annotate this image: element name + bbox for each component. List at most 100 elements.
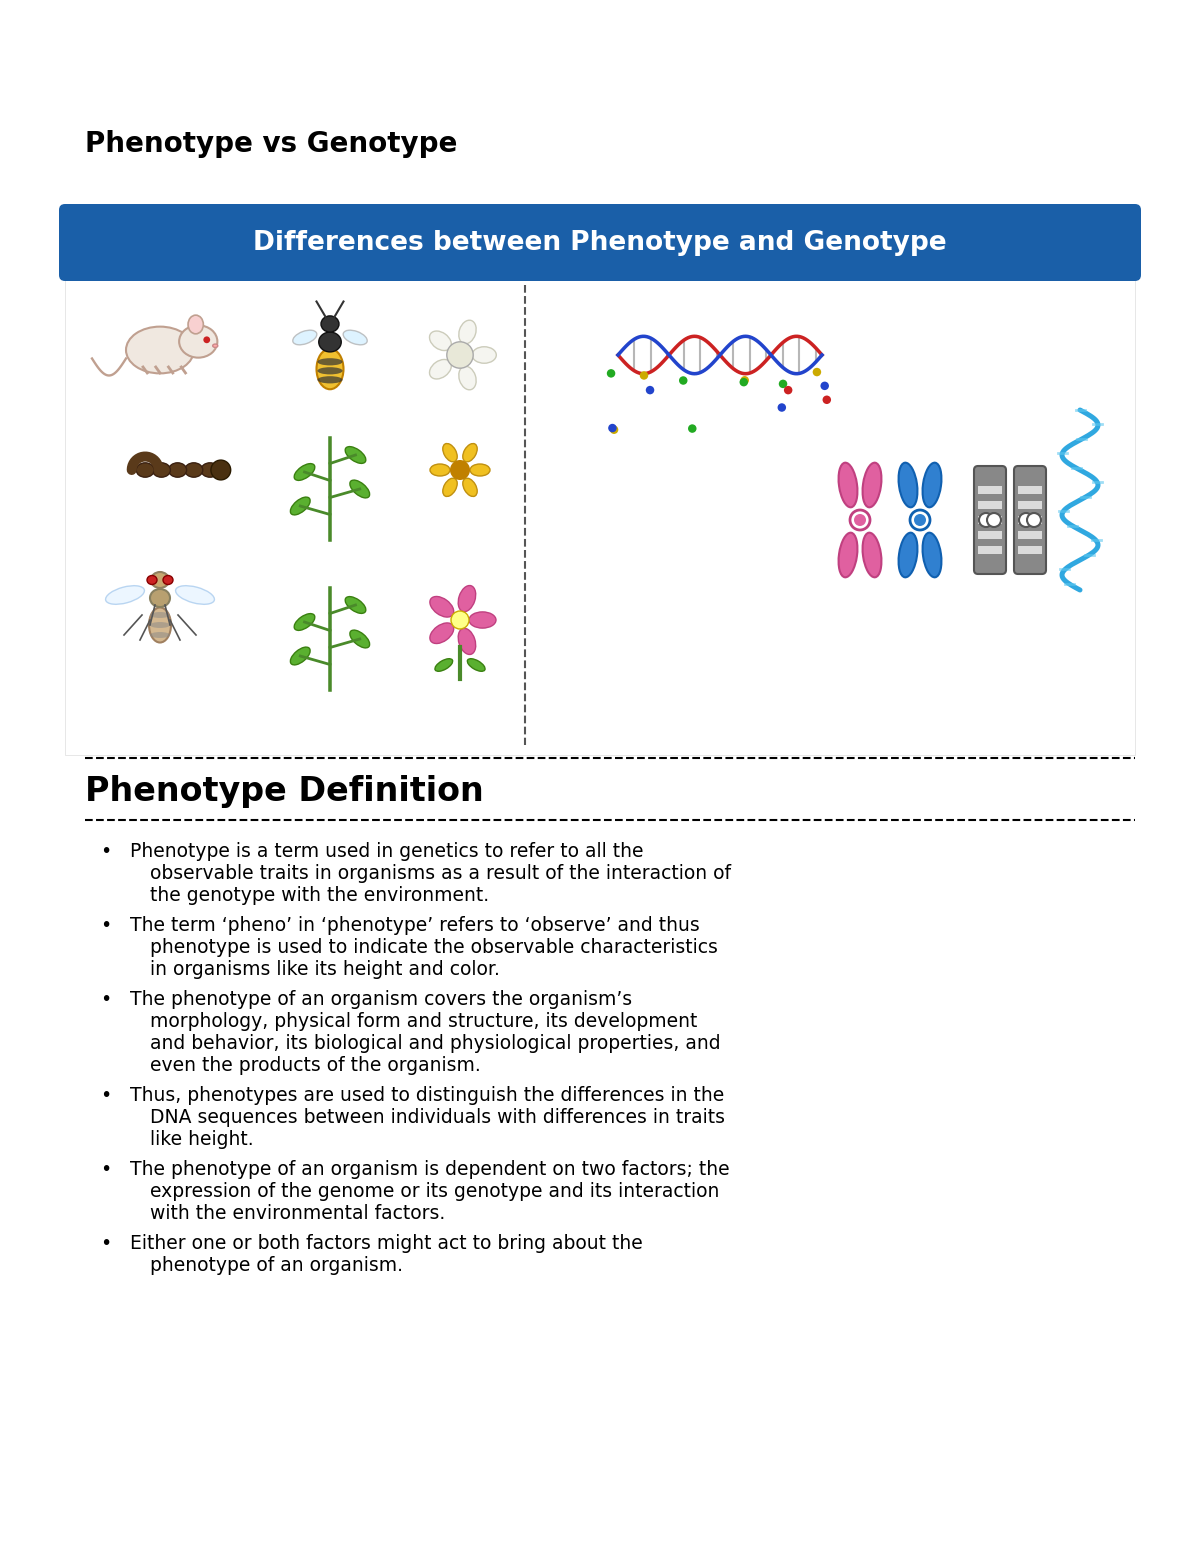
Text: phenotype is used to indicate the observable characteristics: phenotype is used to indicate the observ… [150, 938, 718, 957]
Text: even the products of the organism.: even the products of the organism. [150, 1056, 481, 1075]
Bar [978, 547, 1002, 554]
Ellipse shape [467, 658, 485, 671]
Ellipse shape [346, 447, 366, 463]
Circle shape [784, 385, 792, 394]
Bar [978, 486, 1002, 494]
Ellipse shape [839, 463, 858, 508]
Ellipse shape [148, 576, 157, 584]
Circle shape [778, 404, 786, 412]
Text: The phenotype of an organism covers the organism’s: The phenotype of an organism covers the … [130, 989, 632, 1009]
Ellipse shape [212, 345, 218, 348]
Circle shape [688, 424, 696, 433]
Ellipse shape [350, 480, 370, 499]
Ellipse shape [458, 629, 475, 654]
Ellipse shape [443, 478, 457, 497]
Ellipse shape [188, 315, 203, 334]
Text: The term ‘pheno’ in ‘phenotype’ refers to ‘observe’ and thus: The term ‘pheno’ in ‘phenotype’ refers t… [130, 916, 700, 935]
Ellipse shape [472, 346, 497, 363]
Text: •: • [100, 1160, 112, 1179]
Text: observable traits in organisms as a result of the interaction of: observable traits in organisms as a resu… [150, 863, 731, 884]
Bar [1018, 516, 1042, 523]
Ellipse shape [322, 315, 340, 332]
Circle shape [608, 424, 617, 432]
Ellipse shape [430, 623, 454, 643]
Ellipse shape [923, 533, 942, 578]
Circle shape [607, 370, 616, 377]
Ellipse shape [290, 648, 310, 665]
Ellipse shape [463, 478, 478, 497]
Circle shape [914, 514, 926, 526]
Ellipse shape [150, 623, 170, 627]
Text: morphology, physical form and structure, its development: morphology, physical form and structure,… [150, 1013, 697, 1031]
Ellipse shape [185, 463, 203, 477]
FancyBboxPatch shape [1014, 466, 1046, 575]
Ellipse shape [179, 325, 217, 357]
Ellipse shape [317, 359, 343, 365]
Text: The phenotype of an organism is dependent on two factors; the: The phenotype of an organism is dependen… [130, 1160, 730, 1179]
Circle shape [610, 426, 618, 433]
Ellipse shape [463, 444, 478, 461]
Ellipse shape [175, 585, 215, 604]
Circle shape [986, 512, 1001, 526]
Ellipse shape [430, 464, 450, 477]
Ellipse shape [443, 444, 457, 461]
Ellipse shape [150, 612, 170, 618]
Circle shape [821, 382, 829, 390]
Ellipse shape [430, 596, 454, 617]
Circle shape [812, 368, 821, 376]
Ellipse shape [863, 533, 882, 578]
Text: •: • [100, 916, 112, 935]
Ellipse shape [126, 326, 194, 373]
Text: Phenotype is a term used in genetics to refer to all the: Phenotype is a term used in genetics to … [130, 842, 643, 860]
Text: and behavior, its biological and physiological properties, and: and behavior, its biological and physiol… [150, 1034, 721, 1053]
Ellipse shape [294, 464, 314, 480]
Bar [1018, 531, 1042, 539]
Ellipse shape [294, 613, 314, 631]
Circle shape [979, 512, 994, 526]
Bar [1018, 486, 1042, 494]
Circle shape [822, 396, 832, 404]
Bar [978, 531, 1002, 539]
Ellipse shape [317, 367, 343, 374]
Circle shape [211, 460, 230, 480]
Circle shape [451, 610, 469, 629]
Circle shape [910, 509, 930, 530]
Bar [978, 502, 1002, 509]
Ellipse shape [168, 463, 187, 477]
Text: the genotype with the environment.: the genotype with the environment. [150, 887, 490, 905]
Ellipse shape [151, 572, 169, 589]
Text: Phenotype Definition: Phenotype Definition [85, 775, 484, 808]
Text: like height.: like height. [150, 1131, 253, 1149]
Ellipse shape [293, 331, 317, 345]
Ellipse shape [317, 349, 343, 390]
Ellipse shape [202, 463, 220, 477]
Ellipse shape [434, 658, 452, 671]
Text: in organisms like its height and color.: in organisms like its height and color. [150, 960, 500, 978]
Ellipse shape [469, 612, 496, 627]
Text: •: • [100, 842, 112, 860]
Text: •: • [100, 1086, 112, 1106]
Ellipse shape [458, 320, 476, 343]
Ellipse shape [150, 589, 170, 607]
Ellipse shape [150, 632, 170, 638]
Circle shape [850, 509, 870, 530]
FancyBboxPatch shape [974, 466, 1006, 575]
Ellipse shape [317, 376, 343, 384]
Ellipse shape [319, 332, 341, 353]
Ellipse shape [346, 596, 366, 613]
Ellipse shape [350, 631, 370, 648]
Circle shape [446, 342, 473, 368]
Text: Either one or both factors might act to bring about the: Either one or both factors might act to … [130, 1235, 643, 1253]
Bar [1018, 547, 1042, 554]
Circle shape [640, 371, 648, 379]
Circle shape [739, 377, 748, 387]
Bar [1018, 502, 1042, 509]
Ellipse shape [470, 464, 490, 477]
Text: Thus, phenotypes are used to distinguish the differences in the: Thus, phenotypes are used to distinguish… [130, 1086, 725, 1106]
Ellipse shape [343, 331, 367, 345]
Ellipse shape [163, 576, 173, 584]
Text: with the environmental factors.: with the environmental factors. [150, 1204, 445, 1224]
Ellipse shape [458, 585, 475, 612]
Circle shape [450, 460, 470, 480]
Text: •: • [100, 1235, 112, 1253]
